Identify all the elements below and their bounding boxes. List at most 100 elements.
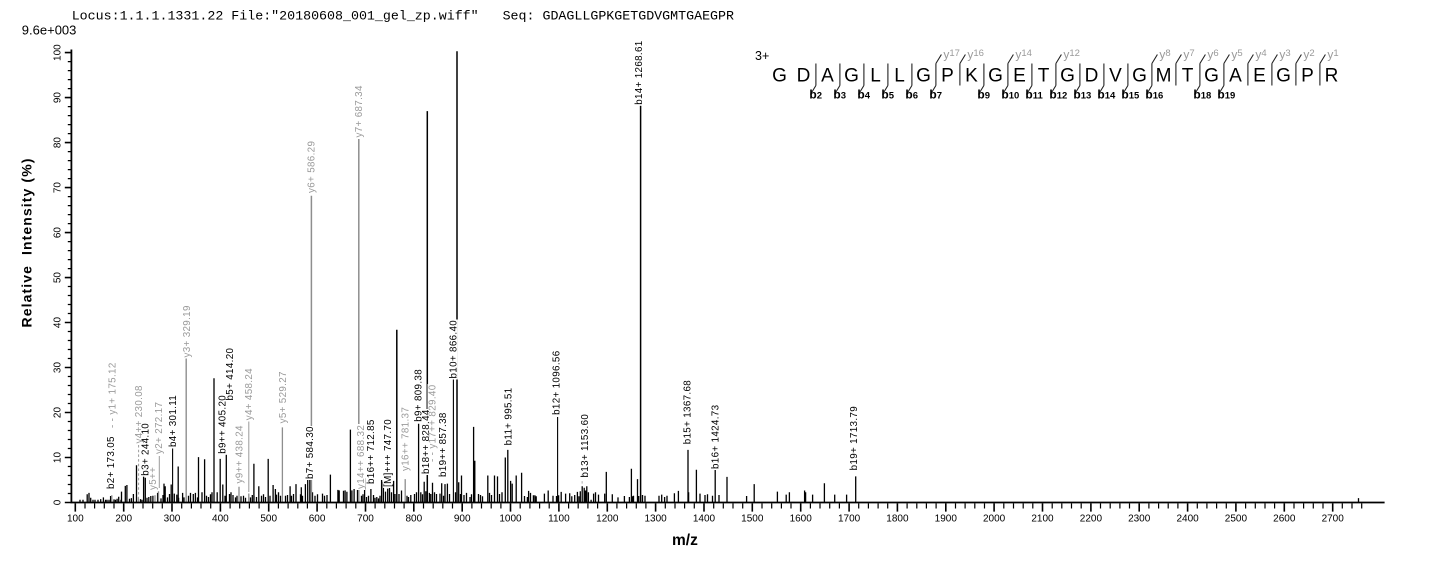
svg-text:1700: 1700 <box>838 514 861 525</box>
svg-text:A: A <box>1229 66 1242 87</box>
svg-text:D: D <box>1085 66 1099 87</box>
svg-text:400: 400 <box>212 514 229 525</box>
svg-text:y6: y6 <box>1207 48 1218 62</box>
svg-text:G: G <box>1132 66 1147 87</box>
svg-text:T: T <box>1182 66 1194 87</box>
svg-text:700: 700 <box>357 514 374 525</box>
svg-text:y17: y17 <box>943 48 960 62</box>
svg-text:30: 30 <box>53 362 64 374</box>
svg-text:80: 80 <box>53 137 64 149</box>
svg-text:200: 200 <box>115 514 132 525</box>
svg-text:L: L <box>870 66 881 87</box>
svg-text:D: D <box>797 66 811 87</box>
svg-text:y5+ 529.27: y5+ 529.27 <box>278 371 289 423</box>
svg-text:y12: y12 <box>1063 48 1080 62</box>
svg-text:2200: 2200 <box>1080 514 1103 525</box>
svg-text:y4: y4 <box>1255 48 1266 62</box>
svg-text:b10+ 866.40: b10+ 866.40 <box>449 320 460 379</box>
svg-text:y16: y16 <box>967 48 984 62</box>
svg-text:b16+ 1424.73: b16+ 1424.73 <box>710 404 721 469</box>
svg-text:1100: 1100 <box>548 514 570 525</box>
svg-text:P: P <box>1301 66 1314 87</box>
svg-text:1800: 1800 <box>886 514 909 525</box>
svg-text:2500: 2500 <box>1225 514 1248 525</box>
svg-text:b3: b3 <box>833 88 846 102</box>
svg-text:b19++ 857.38: b19++ 857.38 <box>438 412 449 477</box>
svg-text:40: 40 <box>53 317 64 329</box>
svg-text:y7: y7 <box>1183 48 1194 62</box>
svg-text:y5: y5 <box>1231 48 1242 62</box>
svg-text:b4: b4 <box>857 88 870 102</box>
svg-text:G: G <box>1276 66 1291 87</box>
svg-text:2600: 2600 <box>1273 514 1296 525</box>
svg-text:y3: y3 <box>1279 48 1290 62</box>
svg-text:y4++ 230.08: y4++ 230.08 <box>134 385 145 444</box>
svg-text:1400: 1400 <box>693 514 716 525</box>
svg-text:y14: y14 <box>1015 48 1032 62</box>
svg-text:500: 500 <box>260 514 277 525</box>
svg-text:b16++ 712.85: b16++ 712.85 <box>366 419 377 484</box>
svg-text:2000: 2000 <box>983 514 1006 525</box>
svg-text:0: 0 <box>53 499 64 505</box>
svg-text:G: G <box>916 66 931 87</box>
svg-text:2700: 2700 <box>1322 514 1345 525</box>
svg-text:300: 300 <box>164 514 181 525</box>
svg-text:b12+ 1096.56: b12+ 1096.56 <box>552 350 563 415</box>
svg-text:b18: b18 <box>1193 88 1211 102</box>
svg-text:L: L <box>894 66 905 87</box>
svg-text:- - y17++ 829.40: - - y17++ 829.40 <box>428 384 439 462</box>
svg-text:T: T <box>1038 66 1050 87</box>
svg-text:G: G <box>988 66 1003 87</box>
svg-text:1000: 1000 <box>499 514 522 525</box>
svg-text:800: 800 <box>405 514 422 525</box>
svg-text:9.6e+003: 9.6e+003 <box>22 23 77 38</box>
svg-text:20: 20 <box>53 407 64 419</box>
svg-text:b13+ 1153.60: b13+ 1153.60 <box>580 414 591 478</box>
svg-text:100: 100 <box>53 44 64 61</box>
svg-text:y7+ 687.34: y7+ 687.34 <box>354 85 365 137</box>
svg-text:y8: y8 <box>1159 48 1170 62</box>
svg-text:G: G <box>1060 66 1075 87</box>
svg-text:y16++ 781.37: y16++ 781.37 <box>400 407 411 471</box>
svg-text:90: 90 <box>53 92 64 104</box>
svg-text:y2+ 272.17: y2+ 272.17 <box>154 402 165 454</box>
svg-text:b14+ 1268.61: b14+ 1268.61 <box>634 40 645 104</box>
svg-text:b16: b16 <box>1145 88 1163 102</box>
svg-text:y9++ 438.24: y9++ 438.24 <box>235 425 246 484</box>
svg-text:M: M <box>1156 66 1172 87</box>
svg-text:600: 600 <box>309 514 326 525</box>
svg-text:3+: 3+ <box>755 49 769 63</box>
svg-text:2400: 2400 <box>1176 514 1199 525</box>
svg-text:60: 60 <box>53 227 64 239</box>
svg-text:b10: b10 <box>1001 88 1019 102</box>
svg-text:G: G <box>772 66 787 87</box>
svg-text:1600: 1600 <box>790 514 813 525</box>
svg-text:E: E <box>1253 66 1266 87</box>
svg-text:2100: 2100 <box>1031 514 1054 525</box>
svg-text:b5: b5 <box>881 88 894 102</box>
svg-text:Locus:1.1.1.1331.22 File:"2018: Locus:1.1.1.1331.22 File:"20180608_001_g… <box>72 9 734 24</box>
svg-text:b7+ 584.30: b7+ 584.30 <box>305 426 316 479</box>
svg-text:V: V <box>1109 66 1122 87</box>
svg-text:100: 100 <box>67 514 84 525</box>
svg-text:b19+ 1713.79: b19+ 1713.79 <box>849 406 860 470</box>
svg-text:[M]+++ 747.70: [M]+++ 747.70 <box>383 419 394 487</box>
svg-text:K: K <box>965 66 978 87</box>
svg-text:y1: y1 <box>1327 48 1338 62</box>
svg-text:b9+ 809.38: b9+ 809.38 <box>414 369 425 422</box>
svg-text:b9: b9 <box>977 88 990 102</box>
svg-text:b11: b11 <box>1025 88 1043 102</box>
svg-text:y4+ 458.24: y4+ 458.24 <box>244 368 255 420</box>
svg-text:1300: 1300 <box>644 514 667 525</box>
svg-text:- - y1+ 175.12: - - y1+ 175.12 <box>108 362 119 428</box>
svg-text:b12: b12 <box>1049 88 1067 102</box>
svg-text:y5++: y5++ <box>148 467 159 490</box>
svg-text:b18++ 828.44: b18++ 828.44 <box>421 409 432 474</box>
svg-text:P: P <box>941 66 954 87</box>
svg-text:b2+ 173.05: b2+ 173.05 <box>106 436 117 489</box>
svg-text:b9++ 405.20: b9++ 405.20 <box>218 395 229 454</box>
svg-text:G: G <box>844 66 859 87</box>
svg-text:b11+ 995.51: b11+ 995.51 <box>503 388 514 446</box>
svg-text:b14: b14 <box>1097 88 1116 102</box>
svg-text:b15: b15 <box>1121 88 1140 102</box>
